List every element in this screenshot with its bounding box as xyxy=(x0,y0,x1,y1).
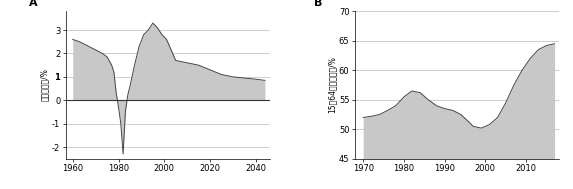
Y-axis label: 15～64岁人口比例/%: 15～64岁人口比例/% xyxy=(327,57,336,113)
Text: A: A xyxy=(29,0,38,8)
Y-axis label: 人口增长率/%: 人口增长率/% xyxy=(40,69,49,101)
Text: B: B xyxy=(315,0,323,8)
